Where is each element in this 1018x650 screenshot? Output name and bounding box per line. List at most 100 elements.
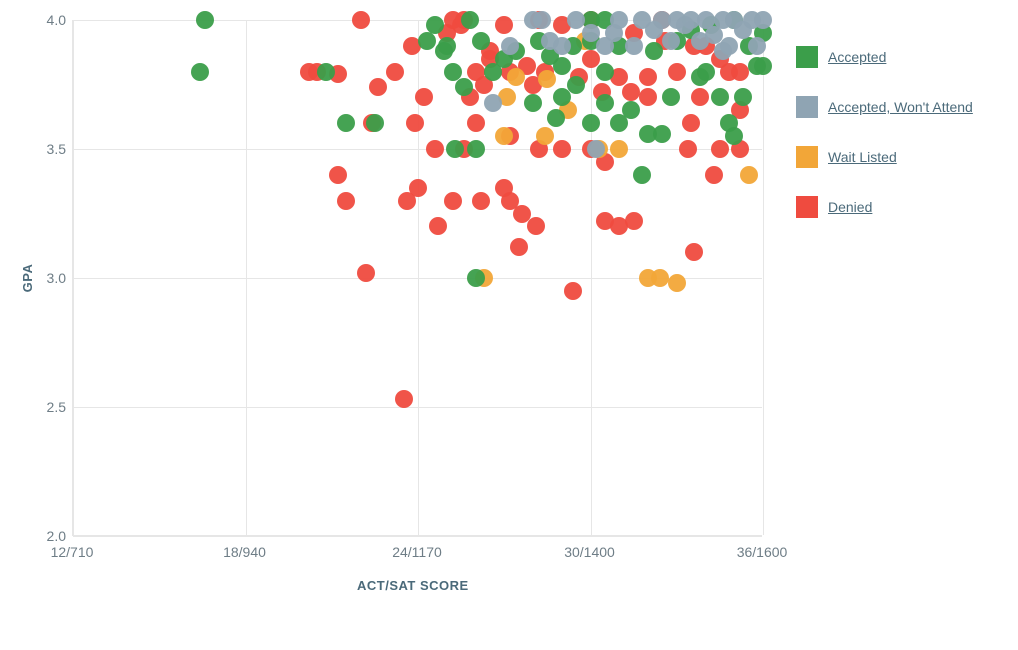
data-point-accepted [725,127,743,145]
data-point-accepted [645,42,663,60]
data-point-denied [386,63,404,81]
data-point-accepted [662,88,680,106]
data-point-accepted [754,57,772,75]
data-point-denied [337,192,355,210]
data-point-denied [426,140,444,158]
data-point-denied [622,83,640,101]
data-point-denied [553,140,571,158]
gridline-v [763,20,764,535]
data-point-accepted [446,140,464,158]
data-point-accepted_wont [567,11,585,29]
legend-swatch-icon [796,46,818,68]
data-point-accepted [191,63,209,81]
data-point-denied [668,63,686,81]
data-point-denied [705,166,723,184]
data-point-denied [406,114,424,132]
data-point-accepted [653,125,671,143]
data-point-accepted_wont [587,140,605,158]
legend-item-denied[interactable]: Denied [796,196,973,218]
data-point-accepted_wont [748,37,766,55]
data-point-denied [467,63,485,81]
x-tick-label: 30/1400 [564,544,615,560]
data-point-denied [625,212,643,230]
data-point-accepted [524,94,542,112]
legend-label: Denied [828,199,872,215]
data-point-denied [429,217,447,235]
data-point-wait_listed [538,70,556,88]
data-point-wait_listed [740,166,758,184]
chart-container: 12/710 18/940 24/1170 30/1400 36/1600 2.0 2.5… [0,0,1018,650]
data-point-denied [357,264,375,282]
scatter-plot [72,20,762,536]
x-tick-label: 36/1600 [737,544,788,560]
data-point-accepted [337,114,355,132]
data-point-wait_listed [507,68,525,86]
data-point-accepted [317,63,335,81]
data-point-accepted [633,166,651,184]
data-point-accepted [426,16,444,34]
data-point-accepted [467,140,485,158]
gridline-h [73,536,762,537]
data-point-denied [409,179,427,197]
data-point-accepted [711,88,729,106]
data-point-accepted [553,88,571,106]
data-point-accepted [418,32,436,50]
data-point-denied [415,88,433,106]
data-point-wait_listed [495,127,513,145]
x-tick-label: 18/940 [223,544,266,560]
data-point-accepted [444,63,462,81]
data-point-denied [691,88,709,106]
legend-swatch-icon [796,196,818,218]
data-point-accepted_wont [553,37,571,55]
data-point-denied [527,217,545,235]
data-point-wait_listed [610,140,628,158]
y-tick-label: 3.5 [36,141,66,157]
data-point-accepted [196,11,214,29]
data-point-denied [639,88,657,106]
data-point-accepted_wont [714,42,732,60]
data-point-accepted [596,63,614,81]
data-point-wait_listed [536,127,554,145]
data-point-accepted_wont [484,94,502,112]
data-point-accepted [553,57,571,75]
legend-swatch-icon [796,96,818,118]
x-tick-label: 24/1170 [392,544,442,560]
y-tick-label: 2.5 [36,399,66,415]
legend-item-wait_listed[interactable]: Wait Listed [796,146,973,168]
gridline-h [73,407,762,408]
data-point-accepted [567,76,585,94]
legend-swatch-icon [796,146,818,168]
data-point-denied [472,192,490,210]
data-point-accepted [697,63,715,81]
x-tick-label: 12/710 [51,544,94,560]
data-point-denied [495,179,513,197]
data-point-accepted [622,101,640,119]
data-point-denied [639,68,657,86]
data-point-accepted_wont [582,24,600,42]
data-point-accepted [734,88,752,106]
data-point-accepted [461,11,479,29]
y-tick-label: 3.0 [36,270,66,286]
data-point-accepted_wont [625,37,643,55]
data-point-accepted_wont [754,11,772,29]
y-tick-label: 4.0 [36,12,66,28]
data-point-denied [679,140,697,158]
y-tick-label: 2.0 [36,528,66,544]
legend-label: Wait Listed [828,149,897,165]
legend-item-accepted[interactable]: Accepted [796,46,973,68]
data-point-accepted [438,37,456,55]
legend-item-accepted_wont[interactable]: Accepted, Won't Attend [796,96,973,118]
legend-label: Accepted [828,49,886,65]
data-point-accepted [472,32,490,50]
data-point-accepted [467,269,485,287]
data-point-denied [395,390,413,408]
y-axis-label: GPA [20,264,35,293]
data-point-denied [510,238,528,256]
data-point-denied [682,114,700,132]
data-point-denied [329,166,347,184]
data-point-denied [444,192,462,210]
data-point-denied [467,114,485,132]
x-axis-label: ACT/SAT SCORE [357,578,469,593]
data-point-wait_listed [651,269,669,287]
data-point-accepted [582,114,600,132]
